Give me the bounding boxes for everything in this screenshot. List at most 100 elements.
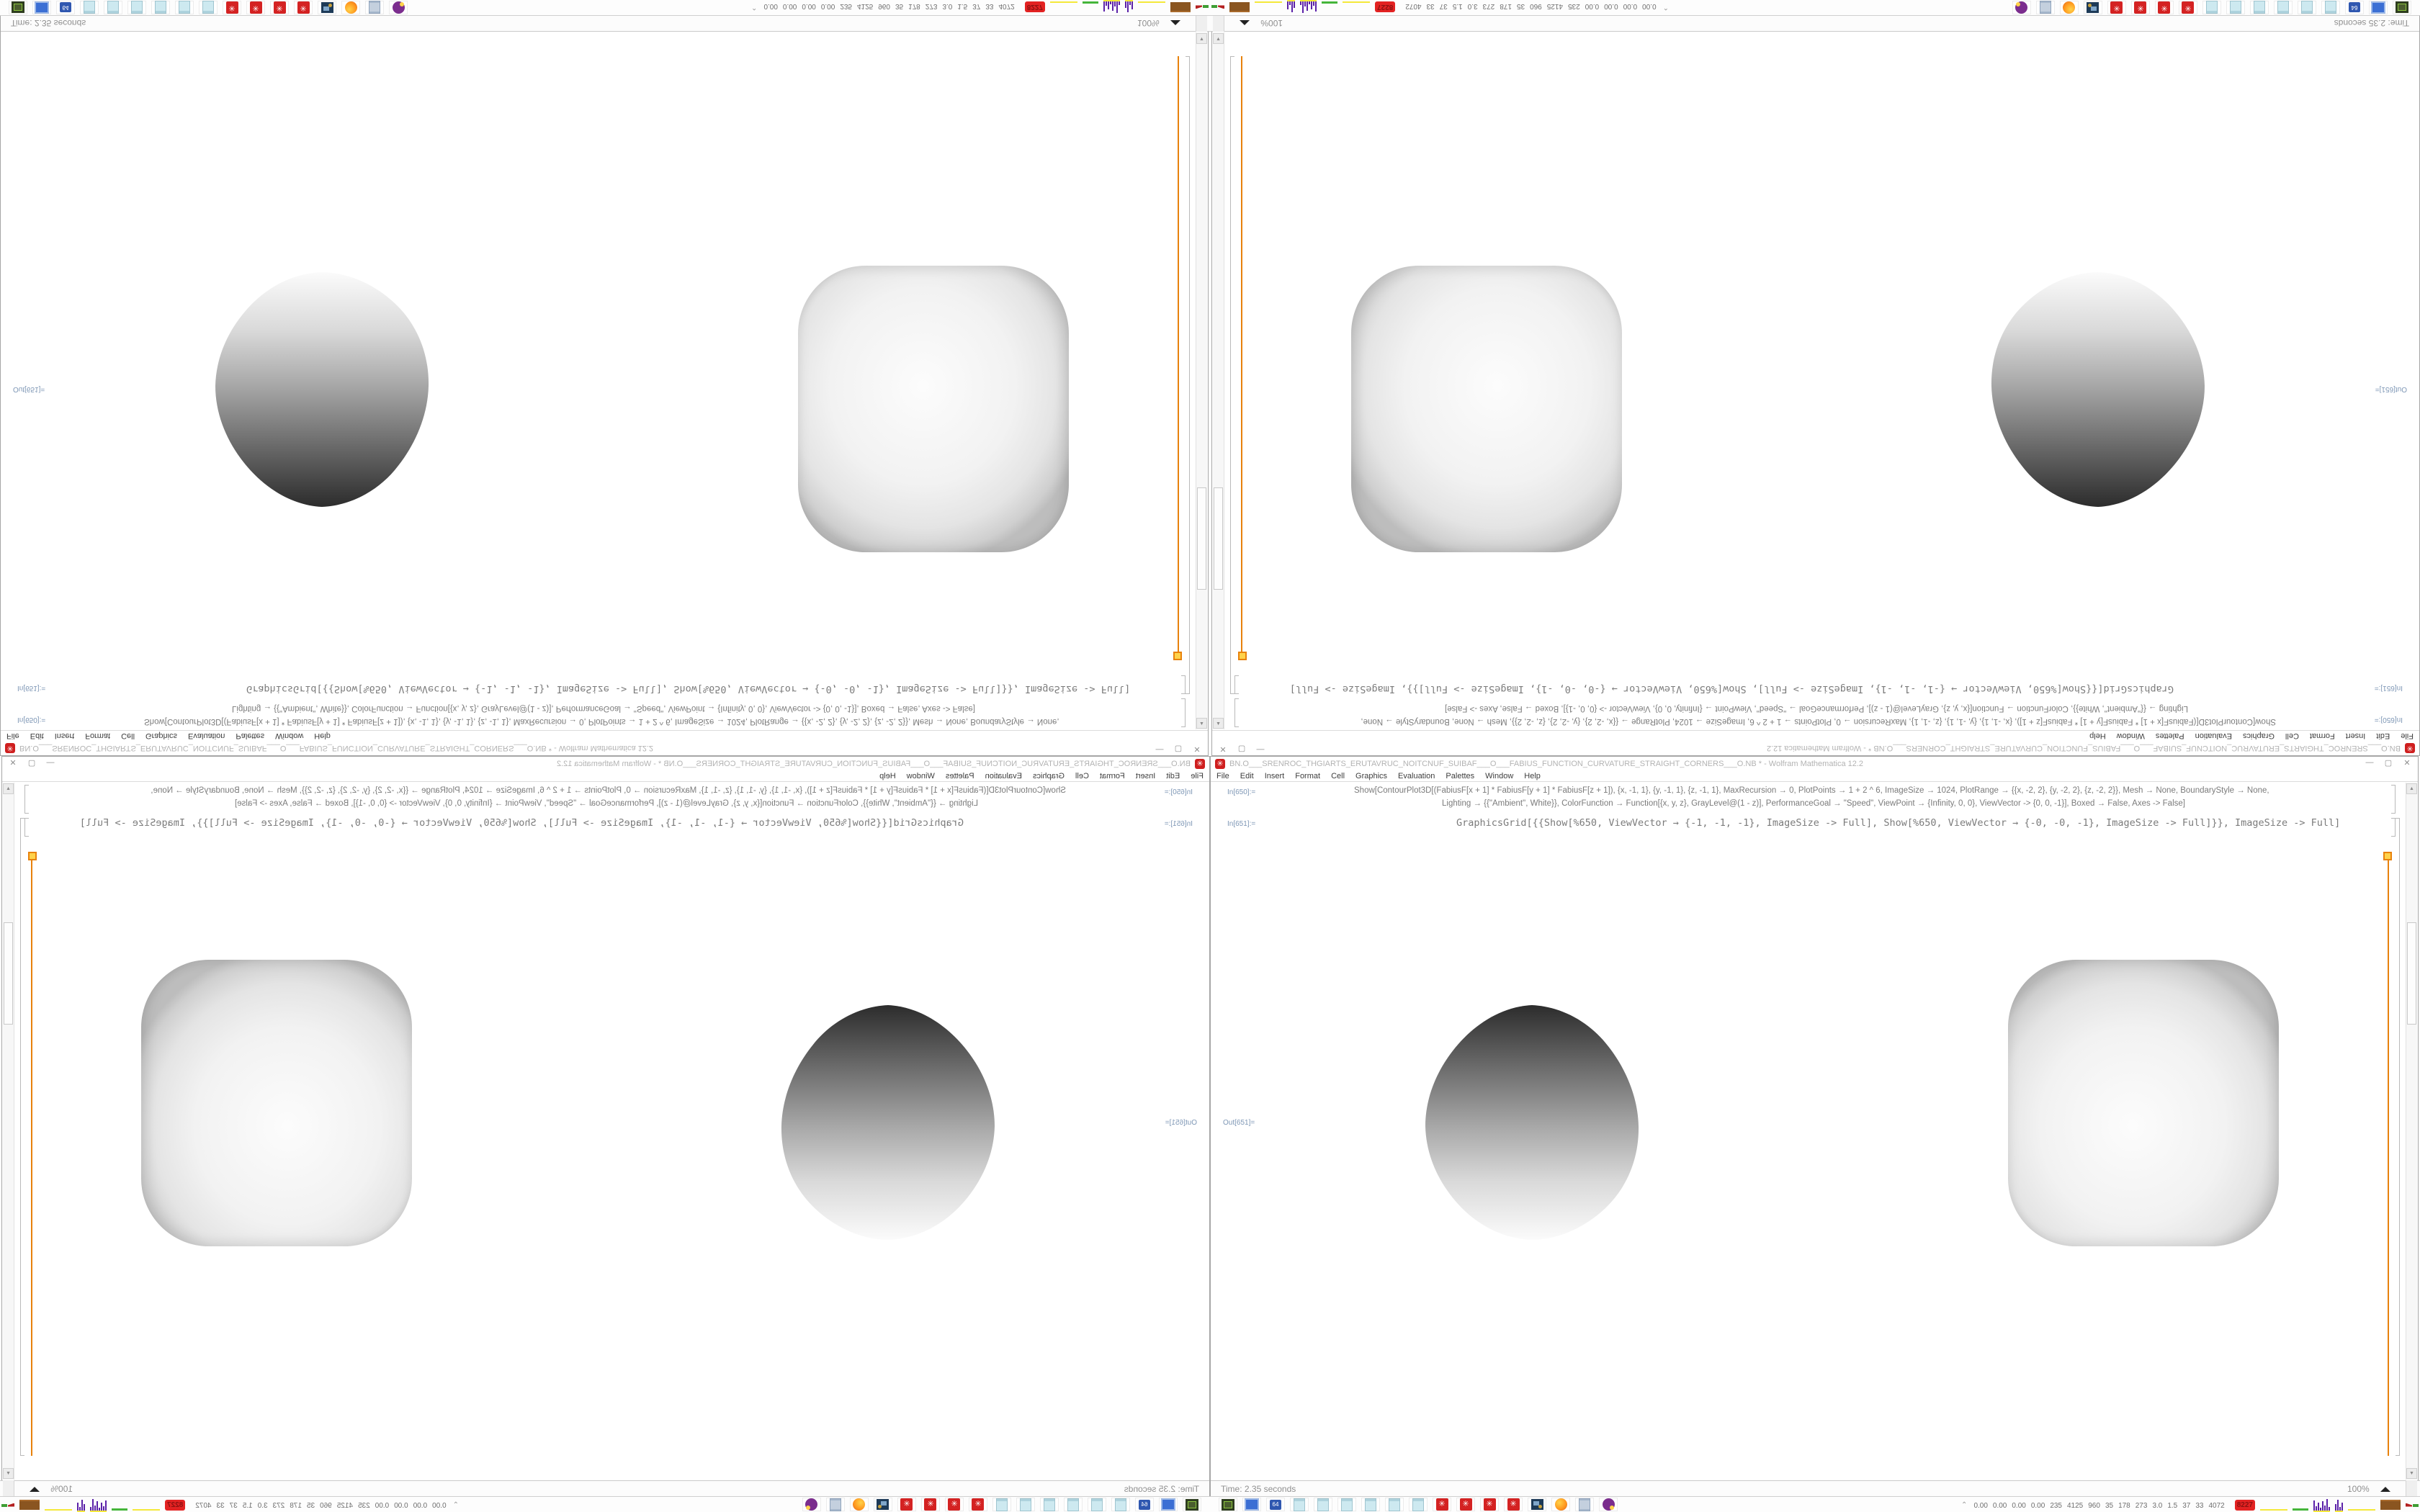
tray-chevron-icon[interactable]: ⌃ (1662, 3, 1669, 12)
scroll-down-arrow[interactable]: ▼ (2406, 1468, 2417, 1479)
menu-cell[interactable]: Cell (121, 732, 135, 740)
scroll-down-arrow[interactable]: ▼ (1196, 33, 1207, 44)
mathematica-1-icon[interactable]: ✳ (223, 1, 241, 14)
tray-chevron-icon[interactable]: ⌃ (751, 3, 758, 12)
menu-edit[interactable]: Edit (1166, 772, 1180, 780)
notepad-5-icon[interactable] (1016, 1498, 1035, 1511)
evaluating-cell-bracket[interactable] (1241, 56, 1242, 657)
console-icon[interactable] (1219, 1498, 1237, 1511)
maximize-button[interactable]: ▢ (27, 759, 36, 768)
close-button[interactable]: ✕ (1193, 744, 1201, 753)
magnification-value[interactable]: 100% (50, 1484, 73, 1494)
input-cell-650-line2[interactable]: Lighting → {{"Ambient", White}}, ColorFu… (1442, 799, 2185, 808)
scroll-doc-icon[interactable] (365, 1, 384, 14)
scroll-down-arrow[interactable]: ▼ (3, 1468, 14, 1479)
menu-window[interactable]: Window (906, 772, 935, 780)
notepad-2-icon[interactable] (104, 1, 122, 14)
floppy-64-icon[interactable]: 64 (56, 1, 75, 14)
cell-group-bracket[interactable] (1230, 56, 1234, 694)
menu-cell[interactable]: Cell (2285, 732, 2299, 740)
scrollbar-thumb[interactable] (4, 922, 13, 1025)
scroll-up-arrow[interactable]: ▲ (2406, 783, 2417, 794)
cell-bracket-in651[interactable] (2391, 818, 2396, 837)
mathematica-3-icon[interactable]: ✳ (1480, 1498, 1499, 1511)
notepad-1-icon[interactable] (2321, 1, 2340, 14)
magnification-value[interactable]: 100% (2347, 1484, 2370, 1494)
notepad-5-icon[interactable] (1385, 1498, 1404, 1511)
scroll-up-arrow[interactable]: ▲ (1213, 718, 1224, 729)
menu-format[interactable]: Format (85, 732, 111, 740)
console-icon[interactable] (2393, 1, 2411, 14)
mathematica-2-icon[interactable]: ✳ (246, 1, 265, 14)
notebook-area[interactable]: In[650]:= Show[ContourPlot3D[(FabiusF[x … (1, 32, 1197, 729)
notepad-3-icon[interactable] (1337, 1498, 1356, 1511)
plot3d-axis-squircle[interactable] (798, 266, 1069, 552)
cell-bracket-in651[interactable] (24, 818, 29, 837)
notepad-6-icon[interactable] (992, 1498, 1011, 1511)
firefox-icon[interactable] (1551, 1498, 1570, 1511)
notepad-6-icon[interactable] (199, 1, 218, 14)
menu-file[interactable]: File (1191, 772, 1204, 780)
screen-capture-icon[interactable] (318, 1, 336, 14)
magnification-dropdown-icon[interactable] (1240, 20, 1250, 25)
floppy-64-icon[interactable]: 64 (1135, 1498, 1154, 1511)
notepad-1-icon[interactable] (80, 1, 99, 14)
menu-help[interactable]: Help (314, 732, 331, 740)
avatar-app-icon[interactable] (389, 1, 408, 14)
menu-edit[interactable]: Edit (30, 732, 44, 740)
input-cell-650-line2[interactable]: Lighting → {{"Ambient", White}}, ColorFu… (235, 799, 978, 808)
menu-format[interactable]: Format (1295, 772, 1321, 780)
notepad-2-icon[interactable] (2298, 1, 2316, 14)
mathematica-3-icon[interactable]: ✳ (2131, 1, 2150, 14)
notepad-2-icon[interactable] (1314, 1498, 1332, 1511)
screen-capture-icon[interactable] (2084, 1, 2102, 14)
menu-evaluation[interactable]: Evaluation (985, 772, 1022, 780)
menu-file[interactable]: File (1216, 772, 1229, 780)
menu-help[interactable]: Help (1524, 772, 1541, 780)
screen-capture-icon[interactable] (874, 1498, 892, 1511)
mathematica-4-icon[interactable]: ✳ (2107, 1, 2126, 14)
scrollbar-thumb[interactable] (2407, 922, 2416, 1025)
menu-graphics[interactable]: Graphics (1032, 772, 1065, 780)
taskbar[interactable]: 64 ✳ ✳ ✳ ✳ ⌃ 0.00 0.00 0.00 0.00 235 4125 960 35 178… (1210, 1496, 2420, 1512)
resize-grip[interactable] (3, 1480, 14, 1496)
notepad-4-icon[interactable] (151, 1, 170, 14)
input-cell-650-line1[interactable]: Show[ContourPlot3D[(FabiusF[x + 1] * Fab… (1361, 717, 2276, 726)
notepad-3-icon[interactable] (1064, 1498, 1083, 1511)
notepad-5-icon[interactable] (175, 1, 194, 14)
scroll-up-arrow[interactable]: ▲ (3, 783, 14, 794)
cell-bracket-in650[interactable] (1234, 698, 1239, 727)
taskbar[interactable]: 64 ✳ ✳ ✳ ✳ ⌃ 0.00 0.00 0.00 0.00 235 4125 960 35 178… (0, 1496, 1210, 1512)
input-cell-651-line1[interactable]: GraphicsGrid[{{Show[%650, ViewVector → {… (1456, 817, 2341, 829)
menu-format[interactable]: Format (1099, 772, 1125, 780)
tray-chevron-icon[interactable]: ⌃ (1961, 1500, 1968, 1509)
input-cell-650-line2[interactable]: Lighting → {{"Ambient", White}}, ColorFu… (1445, 704, 2188, 713)
maximize-button[interactable]: ▢ (2384, 759, 2393, 768)
mathematica-2-icon[interactable]: ✳ (945, 1498, 964, 1511)
input-cell-650-line1[interactable]: Show[ContourPlot3D[(FabiusF[x + 1] * Fab… (1354, 786, 2269, 795)
cell-bracket-in651[interactable] (1234, 675, 1239, 694)
scroll-doc-icon[interactable] (826, 1498, 845, 1511)
title-bar[interactable]: ✳ BN.O___SRENROC_THGIARTS_ERUTAVRUC_NOIT… (1212, 741, 2419, 755)
cell-bracket-in650[interactable] (1181, 698, 1186, 727)
plot3d-oblique-blob[interactable] (774, 1004, 1002, 1241)
floppy-64-icon[interactable]: 64 (1266, 1498, 1285, 1511)
mathematica-4-icon[interactable]: ✳ (1504, 1498, 1523, 1511)
firefox-icon[interactable] (2060, 1, 2079, 14)
notepad-1-icon[interactable] (1111, 1498, 1130, 1511)
taskbar[interactable]: 64 ✳ ✳ ✳ ✳ ⌃ 0.00 0.00 0.00 0.00 235 4125 960 35 178… (0, 0, 1210, 16)
menu-help[interactable]: Help (879, 772, 896, 780)
input-cell-651-line1[interactable]: GraphicsGrid[{{Show[%650, ViewVector → {… (1289, 683, 2174, 695)
cell-bracket-in650[interactable] (2391, 785, 2396, 814)
firefox-icon[interactable] (850, 1498, 869, 1511)
vertical-scrollbar[interactable] (1196, 32, 1207, 729)
title-bar[interactable]: ✳ BN.O___SRENROC_THGIARTS_ERUTAVRUC_NOIT… (2, 757, 1209, 771)
evaluating-cell-bracket[interactable] (1178, 56, 1179, 657)
maximize-button[interactable]: ▢ (1237, 744, 1246, 753)
menu-graphics[interactable]: Graphics (145, 732, 178, 740)
plot3d-oblique-blob[interactable] (208, 271, 436, 508)
notepad-6-icon[interactable] (2202, 1, 2221, 14)
notepad-4-icon[interactable] (1361, 1498, 1380, 1511)
resize-grip[interactable] (2406, 1480, 2417, 1496)
mathematica-3-icon[interactable]: ✳ (921, 1498, 940, 1511)
